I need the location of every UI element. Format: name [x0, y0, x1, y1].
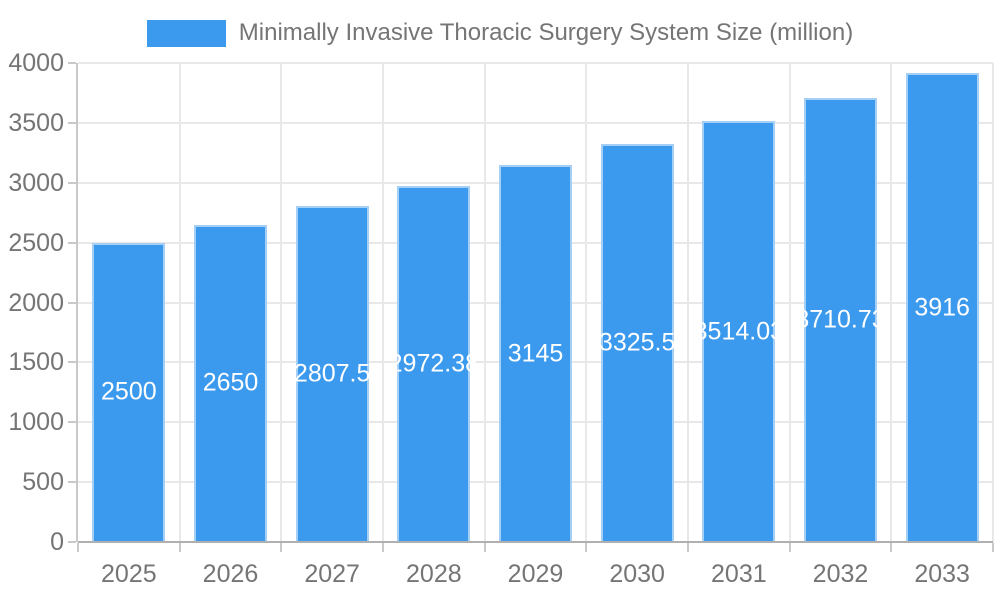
y-axis-label: 0: [50, 528, 64, 556]
gridline-v: [178, 63, 181, 542]
y-tick: [68, 181, 76, 184]
bar-value-label: 2972.38: [388, 349, 480, 378]
x-axis-label: 2033: [914, 560, 970, 588]
bar[interactable]: [92, 242, 166, 542]
x-tick: [280, 543, 283, 552]
legend-label: Minimally Invasive Thoracic Surgery Syst…: [238, 19, 854, 46]
y-tick: [68, 541, 76, 543]
legend[interactable]: Minimally Invasive Thoracic Surgery Syst…: [0, 19, 1000, 47]
y-axis-label: 2000: [8, 288, 64, 317]
x-tick: [788, 543, 791, 552]
x-axis-label: 2031: [711, 560, 767, 588]
gridline-v: [788, 63, 791, 542]
x-axis-label: 2026: [202, 560, 259, 588]
bar-value-label: 2650: [202, 368, 259, 397]
x-axis-label: 2027: [304, 560, 360, 588]
legend-swatch: [146, 19, 226, 47]
bar-value-label: 2500: [101, 377, 157, 406]
x-axis-label: 2025: [101, 560, 157, 588]
x-tick: [687, 543, 689, 552]
y-axis-label: 1500: [8, 348, 64, 377]
x-tick: [382, 543, 384, 552]
bar[interactable]: [295, 205, 369, 542]
y-axis-line: [76, 63, 78, 542]
gridline-v: [483, 63, 486, 542]
y-tick: [68, 62, 76, 64]
y-tick: [68, 121, 76, 124]
bar-value-label: 3514.03: [693, 317, 785, 346]
x-tick: [992, 543, 994, 552]
y-tick: [68, 241, 76, 244]
gridline-v: [585, 63, 588, 542]
plot-area: 0 500 1000 1500 2000 2500 3000 3500 4000 2500 2650…: [8, 49, 994, 588]
bar-value-label: 3710.73: [795, 305, 886, 334]
y-axis-label: 3500: [8, 108, 64, 137]
bar[interactable]: [397, 186, 471, 542]
gridline-v: [992, 63, 994, 542]
bar-value-label: 3325.5: [598, 328, 676, 357]
bar-value-label: 2807.5: [293, 359, 371, 388]
y-axis-label: 3000: [8, 168, 64, 197]
gridline-h: [78, 121, 993, 124]
y-tick: [68, 481, 76, 484]
x-tick: [585, 543, 588, 552]
x-axis-label: 2029: [507, 560, 564, 588]
y-axis-label: 4000: [8, 49, 64, 77]
bar[interactable]: [803, 97, 878, 542]
y-axis-label: 1000: [8, 408, 64, 437]
x-tick: [890, 543, 893, 552]
y-tick: [68, 301, 76, 304]
bar[interactable]: [702, 121, 776, 542]
gridline-v: [890, 63, 893, 542]
gridline-h: [78, 62, 993, 64]
y-tick: [68, 421, 76, 424]
gridline-v: [382, 63, 384, 542]
bar[interactable]: [600, 143, 674, 542]
y-axis-label: 500: [22, 468, 64, 497]
x-tick: [178, 543, 181, 552]
bar-value-label: 3145: [507, 339, 564, 368]
bar[interactable]: [498, 165, 573, 542]
y-axis-label: 2500: [8, 228, 64, 257]
bar-value-label: 3916: [914, 293, 970, 322]
y-tick: [68, 361, 76, 364]
x-axis-line: [78, 541, 993, 543]
x-axis-label: 2028: [406, 560, 462, 588]
bar[interactable]: [193, 224, 268, 542]
x-axis-label: 2030: [609, 560, 665, 588]
gridline-v: [687, 63, 689, 542]
x-tick: [483, 543, 486, 552]
bar[interactable]: [905, 73, 979, 542]
gridline-v: [280, 63, 283, 542]
x-tick: [77, 543, 79, 552]
x-axis-label: 2032: [812, 560, 869, 588]
